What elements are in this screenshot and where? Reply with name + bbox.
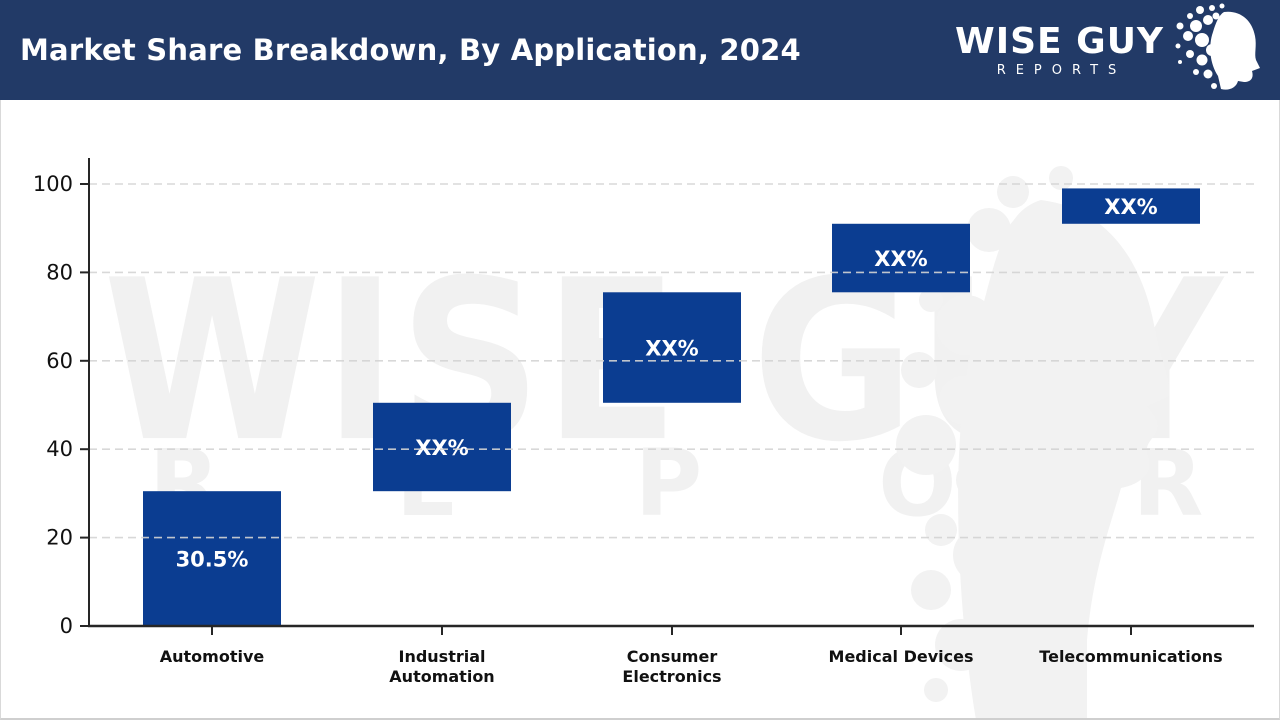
y-tick-label: 80	[46, 260, 73, 284]
bar-value-label: XX%	[415, 436, 468, 460]
bar-segment	[832, 223, 970, 293]
x-category-label: Telecommunications	[1039, 647, 1222, 666]
bar-segment	[143, 491, 281, 626]
bar-segment	[1062, 188, 1200, 224]
bar-value-label: XX%	[1104, 195, 1157, 219]
header-bar: Market Share Breakdown, By Application, …	[0, 0, 1280, 100]
page-title: Market Share Breakdown, By Application, …	[20, 33, 801, 67]
y-tick-label: 60	[46, 349, 73, 373]
y-tick-label: 40	[46, 437, 73, 461]
chart-canvas: WISE GUY R E P O R T S 30.5%XX%XX%XX%XX%…	[0, 100, 1280, 720]
x-category-label: Consumer Electronics	[622, 647, 721, 686]
x-category-label: Automotive	[160, 647, 265, 666]
brand-head-icon	[1175, 3, 1260, 90]
waterfall-plot: 30.5% XX% XX% XX% XX% 0 20 40 60 80 100 Automotive I…	[33, 158, 1254, 686]
y-tick-label: 20	[46, 526, 73, 550]
bar-value-label: XX%	[874, 247, 927, 271]
bar-segment	[373, 402, 511, 492]
bar-segment	[603, 292, 741, 403]
brand-subtitle: REPORTS	[996, 62, 1127, 78]
bar-value-label: 30.5%	[176, 548, 249, 572]
y-tick-label: 100	[33, 172, 73, 196]
x-category-label: Industrial Automation	[389, 647, 494, 686]
brand-logo: WISE GUY REPORTS	[955, 2, 1266, 98]
x-category-label: Medical Devices	[829, 647, 974, 666]
brand-logo-text: WISE GUY REPORTS	[954, 20, 1164, 78]
y-tick-label: 0	[60, 614, 73, 638]
brand-name: WISE GUY	[954, 20, 1164, 62]
bar-value-label: XX%	[645, 337, 698, 361]
